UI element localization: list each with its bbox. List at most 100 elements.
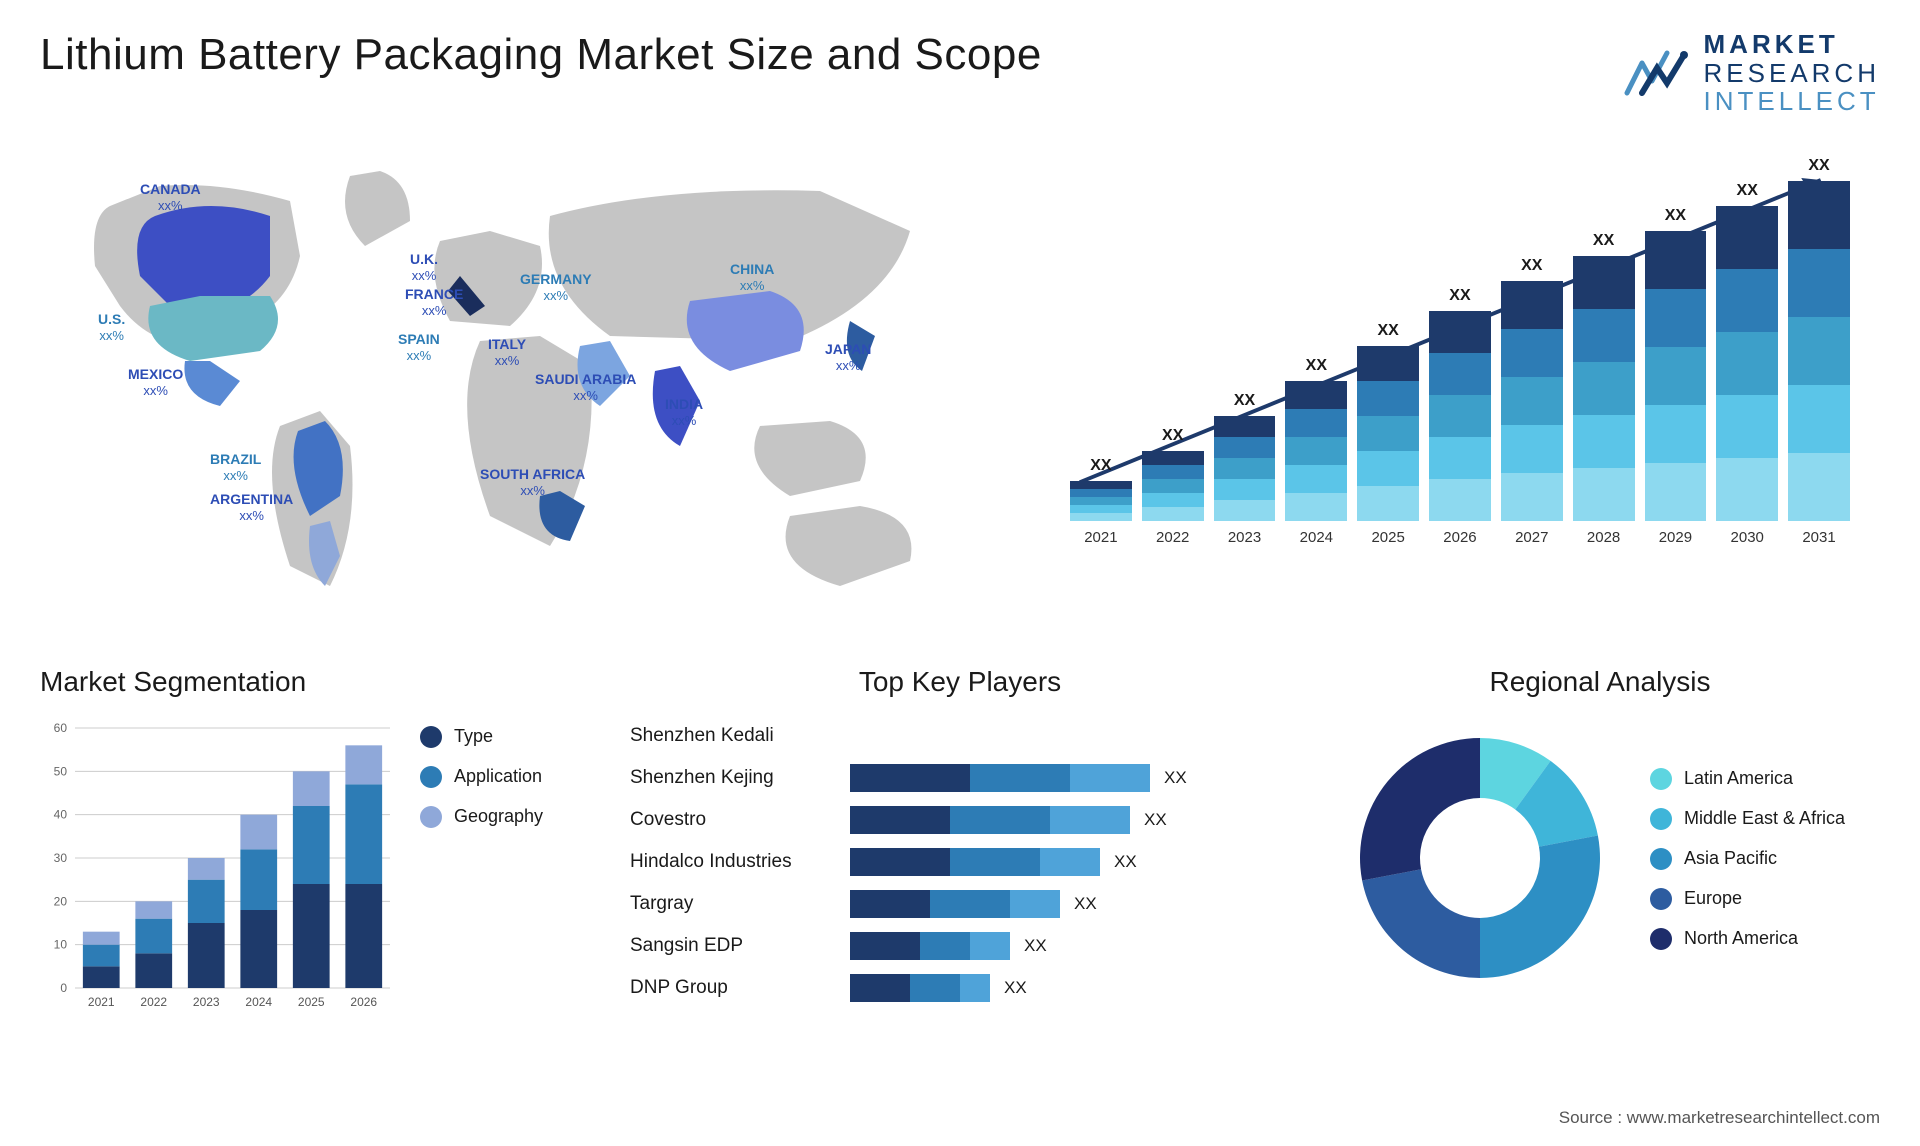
player-value: XX	[1004, 978, 1027, 998]
svg-text:2026: 2026	[350, 995, 377, 1009]
segmentation-legend: Type Application Geography	[400, 666, 600, 1046]
map-label-italy: ITALYxx%	[488, 336, 526, 368]
player-row: Shenzhen Kejing XX	[630, 760, 1290, 796]
player-row: Covestro XX	[630, 802, 1290, 838]
map-label-saudiarabia: SAUDI ARABIAxx%	[535, 371, 636, 403]
world-map-svg	[40, 146, 1000, 626]
growth-value-label: XX	[1665, 207, 1686, 225]
growth-value-label: XX	[1808, 157, 1829, 175]
map-label-brazil: BRAZILxx%	[210, 451, 261, 483]
svg-text:50: 50	[54, 764, 68, 778]
map-label-us: U.S.xx%	[98, 311, 125, 343]
player-name: Shenzhen Kejing	[630, 767, 850, 789]
svg-text:2021: 2021	[88, 995, 115, 1009]
regional-legend-item: Asia Pacific	[1650, 848, 1880, 870]
regional-legend-item: Latin America	[1650, 768, 1880, 790]
growth-bar-2023: XX 2023	[1214, 392, 1276, 546]
map-label-uk: U.K.xx%	[410, 251, 438, 283]
growth-chart: XX2021XX2022XX2023XX2024XX2025XX2026XX20…	[1040, 146, 1880, 626]
svg-text:60: 60	[54, 721, 68, 735]
svg-text:0: 0	[60, 981, 67, 995]
player-row: DNP Group XX	[630, 970, 1290, 1006]
player-name: Targray	[630, 893, 850, 915]
seg-legend-item: Type	[420, 726, 600, 748]
map-label-southafrica: SOUTH AFRICAxx%	[480, 466, 585, 498]
growth-year-label: 2027	[1515, 529, 1548, 546]
seg-legend-item: Geography	[420, 806, 600, 828]
svg-text:20: 20	[54, 894, 68, 908]
growth-year-label: 2023	[1228, 529, 1261, 546]
growth-value-label: XX	[1593, 232, 1614, 250]
growth-year-label: 2028	[1587, 529, 1620, 546]
player-value: XX	[1074, 894, 1097, 914]
world-map: CANADAxx% U.S.xx%MEXICOxx% BRAZILxx% ARGENT…	[40, 146, 1000, 626]
player-value: XX	[1164, 768, 1187, 788]
map-label-spain: SPAINxx%	[398, 331, 440, 363]
growth-bar-2026: XX2026	[1429, 287, 1491, 546]
map-label-france: FRANCExx%	[405, 286, 463, 318]
growth-value-label: XX	[1521, 257, 1542, 275]
logo-line2: RESEARCH	[1704, 59, 1880, 88]
growth-bar-2027: XX 2027	[1501, 257, 1563, 546]
svg-text:2024: 2024	[245, 995, 272, 1009]
svg-text:40: 40	[54, 807, 68, 821]
page-title: Lithium Battery Packaging Market Size an…	[40, 30, 1042, 80]
regional-legend: Latin AmericaMiddle East & AfricaAsia Pa…	[1640, 718, 1880, 998]
logo: MARKET RESEARCH INTELLECT	[1622, 30, 1880, 116]
growth-year-label: 2021	[1084, 529, 1117, 546]
segmentation-title: Market Segmentation	[40, 666, 400, 698]
growth-year-label: 2031	[1802, 529, 1835, 546]
growth-value-label: XX	[1162, 427, 1183, 445]
growth-bar-2030: XX 2030	[1716, 182, 1778, 546]
growth-value-label: XX	[1377, 322, 1398, 340]
growth-value-label: XX	[1737, 182, 1758, 200]
segmentation-chart: 0 10 20 30 40 50 60 2021 2022 2023 2024 2025 2026	[40, 718, 400, 1018]
source-attribution: Source : www.marketresearchintellect.com	[1559, 1108, 1880, 1128]
player-name: Hindalco Industries	[630, 851, 850, 873]
player-row: Sangsin EDP XX	[630, 928, 1290, 964]
growth-bar-2025: XX 2025	[1357, 322, 1419, 546]
map-label-mexico: MEXICOxx%	[128, 366, 183, 398]
player-value: XX	[1114, 852, 1137, 872]
growth-value-label: XX	[1449, 287, 1470, 305]
regional-legend-item: North America	[1650, 928, 1880, 950]
growth-bar-2021: XX 2021	[1070, 457, 1132, 546]
regional-legend-item: Europe	[1650, 888, 1880, 910]
player-row: Hindalco Industries XX	[630, 844, 1290, 880]
player-name: Covestro	[630, 809, 850, 831]
svg-text:2022: 2022	[140, 995, 167, 1009]
growth-bar-2022: XX 2022	[1142, 427, 1204, 546]
player-name: Shenzhen Kedali	[630, 725, 850, 747]
growth-value-label: XX	[1090, 457, 1111, 475]
player-name: Sangsin EDP	[630, 935, 850, 957]
map-label-germany: GERMANYxx%	[520, 271, 592, 303]
svg-text:10: 10	[54, 937, 68, 951]
growth-value-label: XX	[1234, 392, 1255, 410]
map-label-japan: JAPANxx%	[825, 341, 871, 373]
map-label-argentina: ARGENTINAxx%	[210, 491, 293, 523]
regional-donut	[1340, 718, 1620, 998]
growth-year-label: 2022	[1156, 529, 1189, 546]
players-title: Top Key Players	[630, 666, 1290, 698]
growth-year-label: 2030	[1731, 529, 1764, 546]
player-value: XX	[1144, 810, 1167, 830]
map-label-india: INDIAxx%	[665, 396, 703, 428]
growth-value-label: XX	[1306, 357, 1327, 375]
growth-bar-2024: XX2024	[1285, 357, 1347, 546]
svg-text:2025: 2025	[298, 995, 325, 1009]
player-row: Targray XX	[630, 886, 1290, 922]
growth-year-label: 2025	[1371, 529, 1404, 546]
logo-line1: MARKET	[1704, 30, 1880, 59]
map-label-china: CHINAxx%	[730, 261, 774, 293]
player-name: DNP Group	[630, 977, 850, 999]
map-label-canada: CANADAxx%	[140, 181, 201, 213]
svg-text:30: 30	[54, 851, 68, 865]
logo-icon	[1622, 43, 1692, 103]
seg-legend-item: Application	[420, 766, 600, 788]
player-row: Shenzhen Kedali	[630, 718, 1290, 754]
svg-text:2023: 2023	[193, 995, 220, 1009]
player-value: XX	[1024, 936, 1047, 956]
logo-line3: INTELLECT	[1704, 87, 1880, 116]
regional-title: Regional Analysis	[1320, 666, 1880, 698]
players-list: Shenzhen KedaliShenzhen KejingXXCovestro…	[630, 718, 1290, 1006]
